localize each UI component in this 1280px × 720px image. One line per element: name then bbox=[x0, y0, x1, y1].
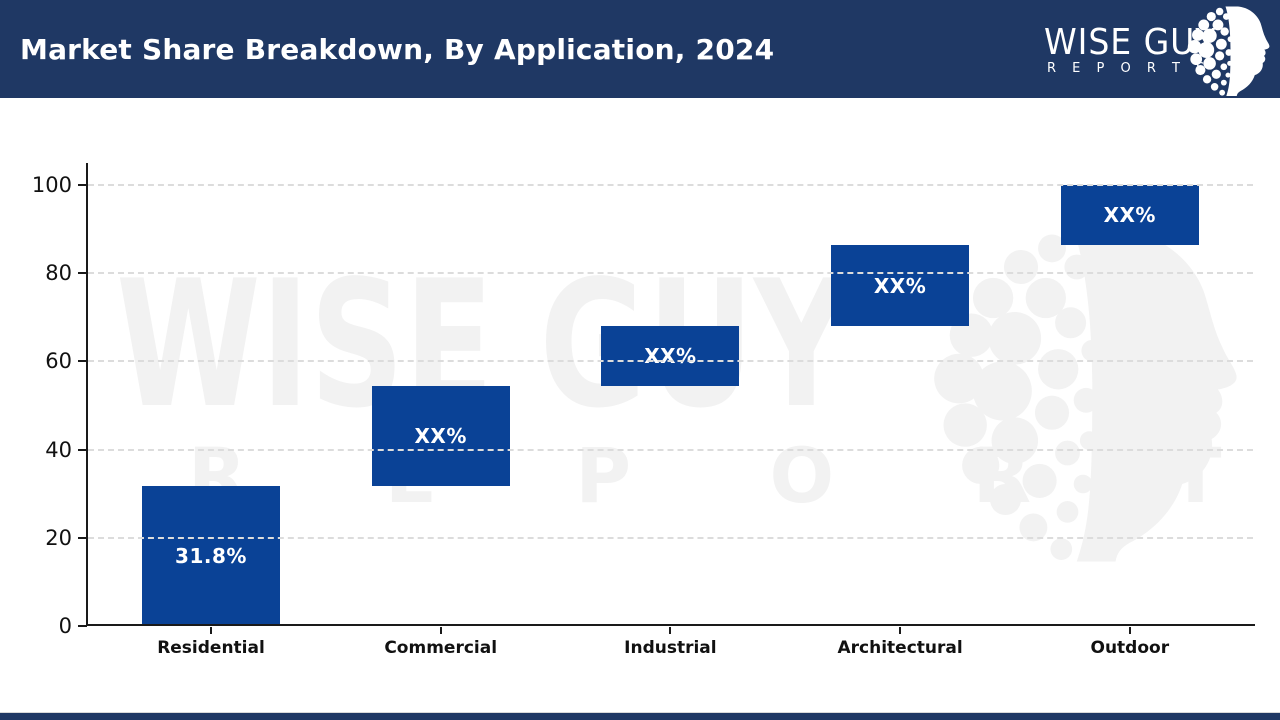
gridline-20 bbox=[88, 536, 1253, 539]
bar-architectural: XX% bbox=[831, 244, 970, 327]
logo-head-icon bbox=[1187, 6, 1270, 96]
y-tick-100 bbox=[78, 184, 87, 186]
y-tick-label-80: 80 bbox=[45, 261, 72, 286]
logo-reports-text: R E P O R T S bbox=[1047, 61, 1211, 76]
x-tick-industrial bbox=[669, 627, 672, 634]
gridline-100 bbox=[88, 184, 1253, 186]
y-tick-20 bbox=[78, 536, 87, 539]
y-tick-0 bbox=[78, 625, 87, 627]
gridline-60 bbox=[88, 360, 1253, 363]
y-axis-line bbox=[86, 163, 88, 626]
page-title: Market Share Breakdown, By Application, … bbox=[20, 32, 775, 66]
gridline-40 bbox=[88, 448, 1253, 451]
x-tick-residential bbox=[210, 627, 212, 634]
bar-value-label-architectural: XX% bbox=[873, 273, 927, 298]
x-axis-line bbox=[86, 624, 1255, 626]
bar-value-label-outdoor: XX% bbox=[1103, 202, 1156, 227]
gridline-80 bbox=[88, 272, 1253, 275]
x-category-label-industrial: Industrial bbox=[624, 638, 717, 658]
bar-value-label-industrial: XX% bbox=[644, 343, 697, 368]
bar-value-label-commercial: XX% bbox=[414, 423, 467, 448]
header: Market Share Breakdown, By Application, … bbox=[0, 0, 1280, 98]
x-category-label-commercial: Commercial bbox=[384, 638, 498, 658]
bar-outdoor: XX% bbox=[1060, 185, 1199, 245]
x-category-label-outdoor: Outdoor bbox=[1090, 638, 1170, 658]
wise-guy-reports-logo: WISE GUY R E P O R T S bbox=[1040, 0, 1280, 98]
y-tick-60 bbox=[78, 360, 87, 363]
y-tick-label-100: 100 bbox=[31, 173, 72, 197]
x-tick-commercial bbox=[439, 627, 442, 634]
bar-commercial: XX% bbox=[371, 385, 510, 486]
y-tick-label-20: 20 bbox=[45, 525, 72, 550]
x-tick-architectural bbox=[899, 627, 902, 634]
logo-wiseguy-text: WISE GUY bbox=[1044, 22, 1217, 63]
y-tick-80 bbox=[78, 272, 87, 275]
footer-bar bbox=[0, 713, 1280, 720]
y-tick-40 bbox=[78, 448, 87, 451]
x-category-label-residential: Residential bbox=[157, 638, 265, 658]
x-tick-outdoor bbox=[1128, 627, 1131, 634]
footer-divider bbox=[0, 712, 1280, 713]
y-tick-label-0: 0 bbox=[58, 614, 72, 638]
bar-industrial: XX% bbox=[601, 326, 740, 386]
y-tick-label-40: 40 bbox=[45, 437, 72, 462]
bar-residential: 31.8% bbox=[142, 485, 280, 626]
bar-value-label-residential: 31.8% bbox=[175, 543, 247, 568]
x-category-label-architectural: Architectural bbox=[837, 638, 963, 658]
y-tick-label-60: 60 bbox=[45, 349, 72, 374]
